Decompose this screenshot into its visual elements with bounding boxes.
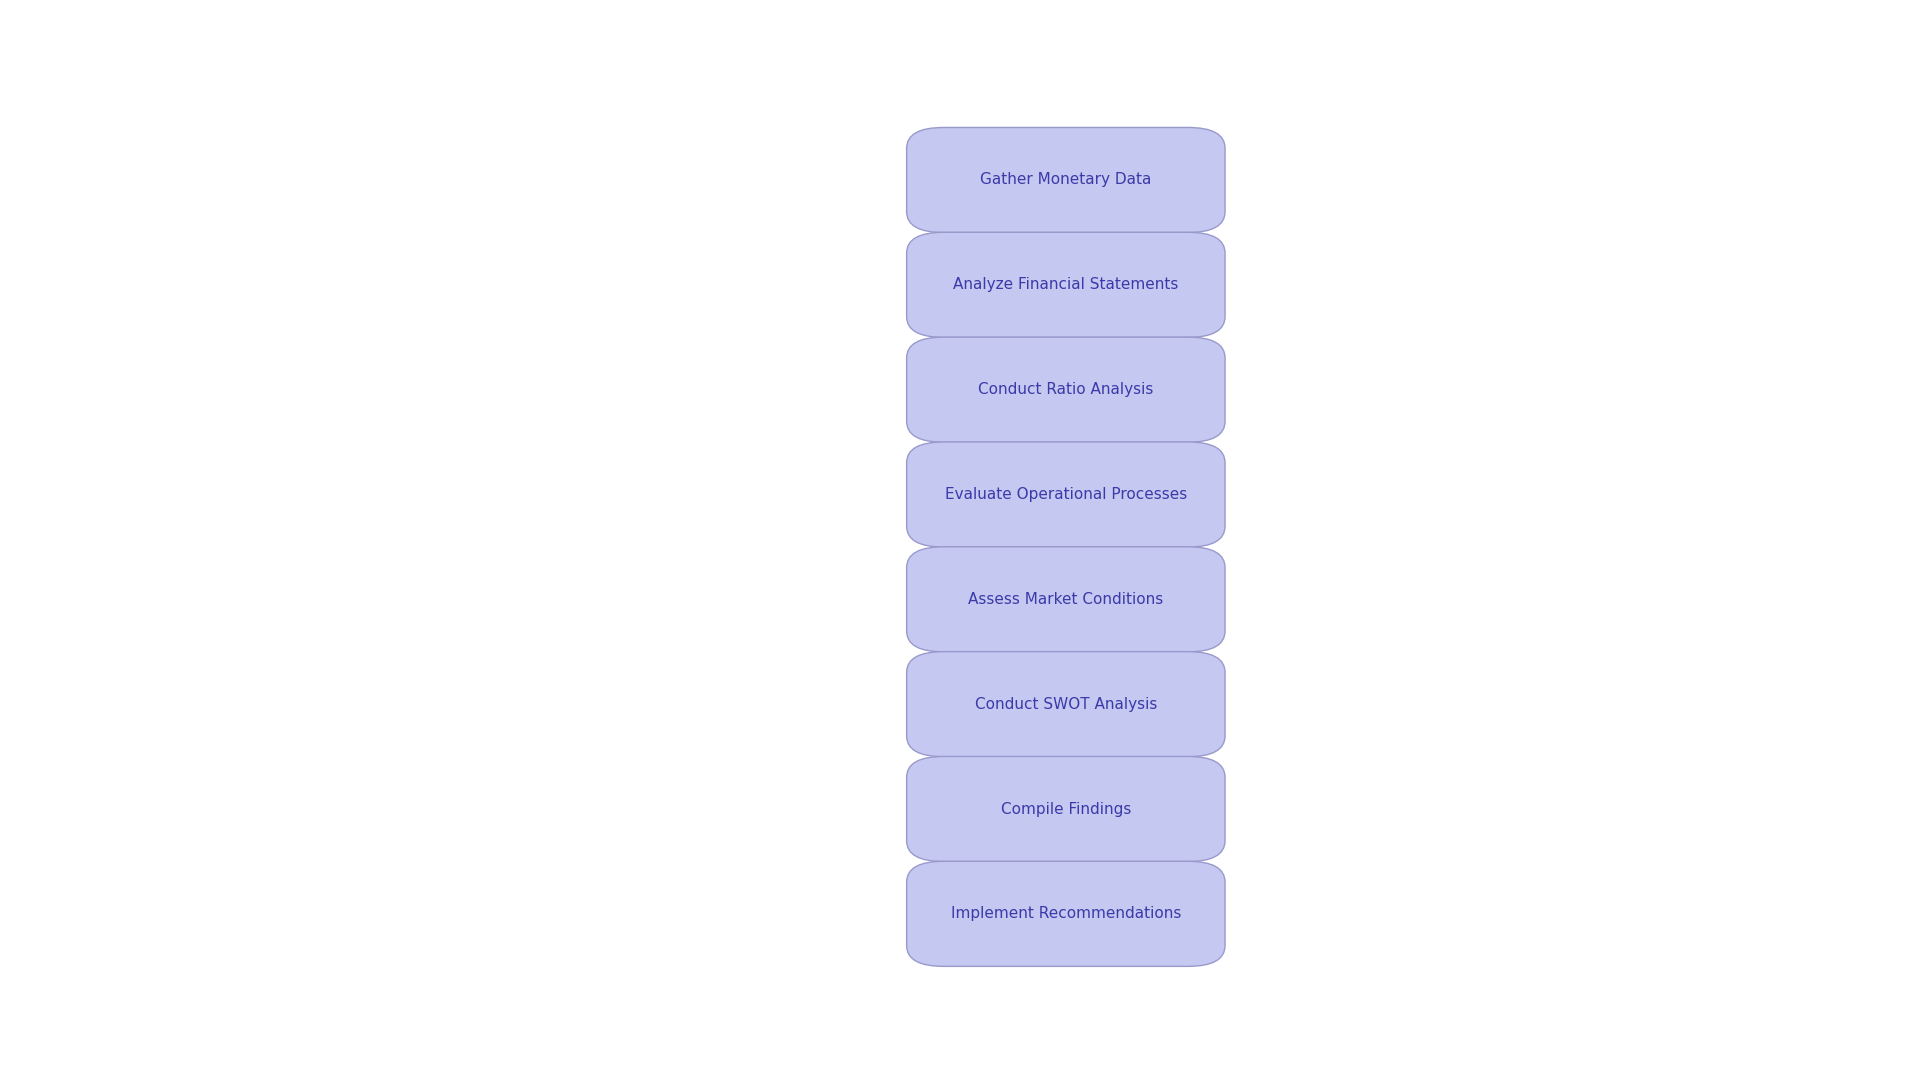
Text: Conduct SWOT Analysis: Conduct SWOT Analysis [975, 696, 1158, 712]
Text: Evaluate Operational Processes: Evaluate Operational Processes [945, 487, 1187, 503]
FancyBboxPatch shape [906, 337, 1225, 442]
FancyBboxPatch shape [906, 232, 1225, 338]
Text: Compile Findings: Compile Findings [1000, 801, 1131, 817]
FancyBboxPatch shape [906, 861, 1225, 966]
FancyBboxPatch shape [906, 756, 1225, 862]
FancyBboxPatch shape [906, 547, 1225, 652]
FancyBboxPatch shape [906, 442, 1225, 547]
Text: Implement Recommendations: Implement Recommendations [950, 906, 1181, 922]
Text: Analyze Financial Statements: Analyze Financial Statements [952, 277, 1179, 292]
FancyBboxPatch shape [906, 652, 1225, 757]
Text: Assess Market Conditions: Assess Market Conditions [968, 591, 1164, 606]
FancyBboxPatch shape [906, 128, 1225, 233]
Text: Gather Monetary Data: Gather Monetary Data [979, 172, 1152, 187]
Text: Conduct Ratio Analysis: Conduct Ratio Analysis [977, 382, 1154, 397]
